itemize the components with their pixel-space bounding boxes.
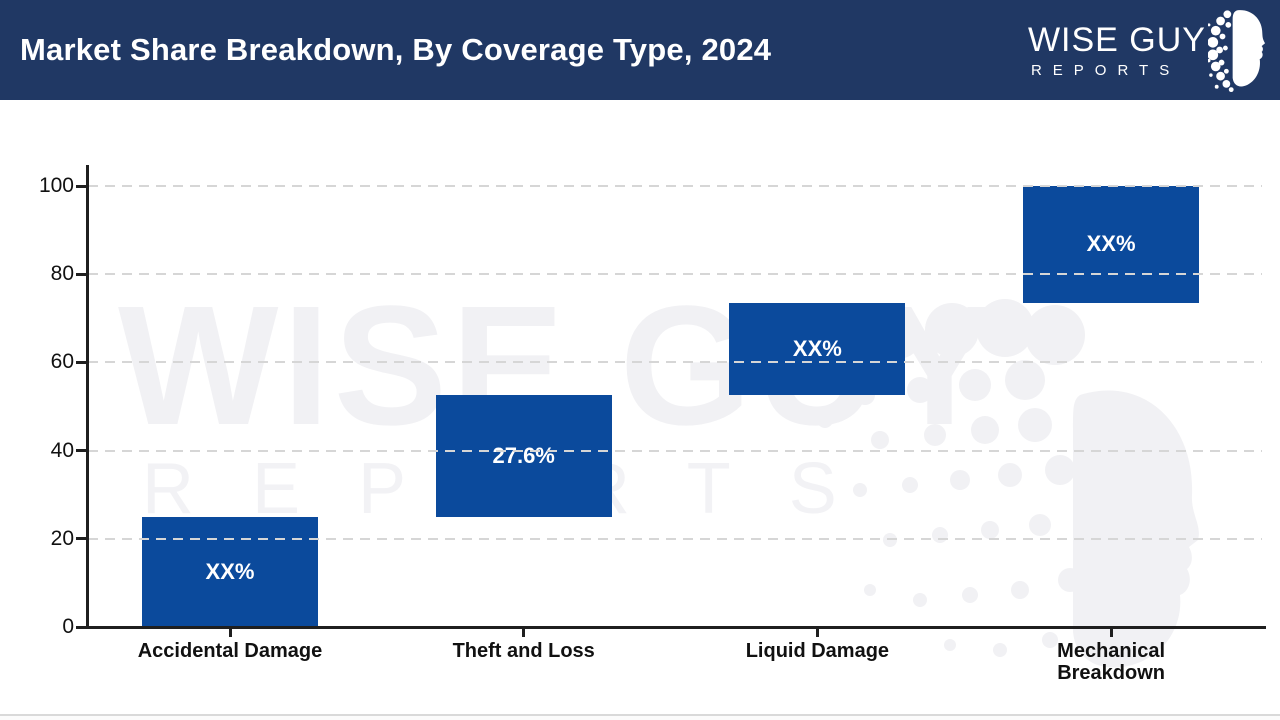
y-tick-100: [76, 184, 86, 188]
bar-liquid-damage: XX%: [729, 302, 906, 396]
y-tick-0: [76, 625, 86, 629]
y-tick-20: [76, 537, 86, 541]
bar-accidental-damage: XX%: [142, 516, 318, 627]
wiseguy-logo: WISE GUY REPORTS: [1028, 6, 1266, 94]
y-tick-label-20: 20: [50, 526, 74, 550]
bar-mechanical-breakdown: XX%: [1023, 186, 1200, 303]
x-tick-4: [1109, 628, 1113, 637]
bar-value-label: XX%: [205, 558, 255, 584]
y-tick-label-60: 60: [50, 350, 74, 374]
bottom-margin: [0, 716, 1280, 720]
bar-value-label: XX%: [1086, 231, 1136, 257]
y-axis-line: [86, 165, 89, 628]
y-tick-label-100: 100: [38, 174, 74, 197]
x-tick-3: [815, 628, 819, 637]
bottom-divider: [0, 714, 1280, 716]
x-axis-line: [86, 626, 1266, 629]
chart-title: Market Share Breakdown, By Coverage Type…: [20, 32, 772, 67]
x-tick-1: [228, 628, 232, 637]
header-bar: Market Share Breakdown, By Coverage Type…: [0, 0, 1280, 100]
gridline-20: [88, 537, 1262, 540]
category-label-1: Accidental Damage: [137, 640, 323, 662]
y-tick-label-40: 40: [50, 438, 74, 462]
bar-theft-and-loss: 27.6%: [435, 395, 612, 517]
x-tick-2: [522, 628, 526, 637]
y-tick-label-0: 0: [62, 615, 74, 638]
gridline-80: [88, 273, 1262, 276]
head-profile-logo-icon: [1208, 10, 1266, 93]
y-tick-label-80: 80: [50, 262, 74, 286]
gridline-60: [88, 361, 1262, 364]
category-label-3: Liquid Damage: [745, 640, 890, 662]
plot-area: WISE GUY REPORTS 020406080100XX%Accident…: [0, 100, 1280, 714]
gridline-40: [88, 449, 1262, 452]
y-tick-80: [76, 272, 86, 276]
logo-wordmark: WISE GUY: [1027, 21, 1206, 59]
category-label-2: Theft and Loss: [452, 640, 595, 662]
logo-text-block: WISE GUY REPORTS: [1028, 21, 1206, 79]
gridline-100: [88, 185, 1262, 187]
y-tick-60: [76, 360, 86, 364]
bar-value-label: 27.6%: [492, 442, 555, 468]
logo-subtitle: REPORTS: [1030, 62, 1181, 79]
bar-value-label: XX%: [792, 335, 842, 361]
category-label-4: Mechanical Breakdown: [1057, 640, 1165, 684]
y-tick-40: [76, 449, 86, 453]
